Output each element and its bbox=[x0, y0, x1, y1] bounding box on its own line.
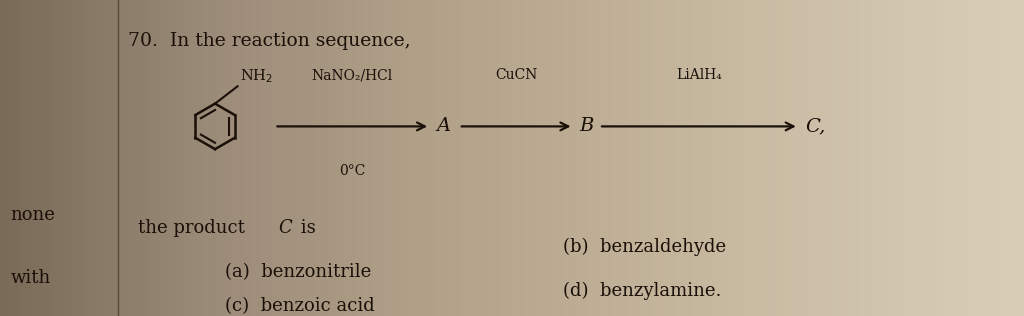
Text: 70.  In the reaction sequence,: 70. In the reaction sequence, bbox=[128, 32, 411, 50]
Text: (a)  benzonitrile: (a) benzonitrile bbox=[225, 263, 372, 281]
Text: with: with bbox=[10, 269, 50, 287]
Text: LiAlH₄: LiAlH₄ bbox=[676, 68, 722, 82]
Text: the product: the product bbox=[138, 219, 251, 236]
Text: C,: C, bbox=[805, 118, 825, 135]
Text: is: is bbox=[295, 219, 315, 236]
Text: C: C bbox=[279, 219, 292, 236]
Text: A: A bbox=[436, 118, 451, 135]
Text: NH$_2$: NH$_2$ bbox=[240, 67, 272, 85]
Text: none: none bbox=[10, 206, 55, 224]
Text: (c)  benzoic acid: (c) benzoic acid bbox=[225, 298, 375, 315]
Text: (d)  benzylamine.: (d) benzylamine. bbox=[563, 282, 722, 300]
Text: NaNO₂/HCl: NaNO₂/HCl bbox=[311, 68, 393, 82]
Text: B: B bbox=[580, 118, 594, 135]
Text: 0°C: 0°C bbox=[339, 164, 366, 178]
Text: (b)  benzaldehyde: (b) benzaldehyde bbox=[563, 237, 726, 256]
Text: CuCN: CuCN bbox=[495, 68, 538, 82]
